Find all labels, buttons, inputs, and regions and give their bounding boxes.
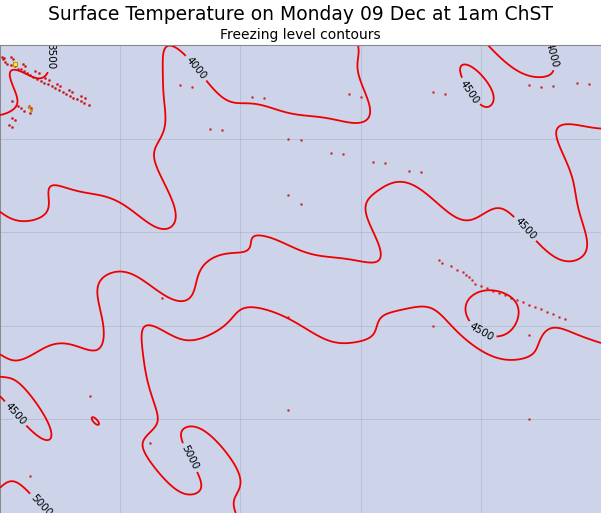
Text: 4500: 4500 [3,401,28,427]
Text: 3500: 3500 [45,43,55,70]
Text: 4500: 4500 [458,78,481,106]
Text: 4500: 4500 [513,216,538,242]
Text: 4500: 4500 [468,321,495,343]
Text: Surface Temperature on Monday 09 Dec at 1am ChST: Surface Temperature on Monday 09 Dec at … [48,5,553,24]
Text: Freezing level contours: Freezing level contours [220,28,381,42]
Text: 5000: 5000 [180,444,200,471]
Text: 4000: 4000 [184,55,209,81]
Text: 4000: 4000 [543,41,560,68]
Text: 5000: 5000 [28,492,53,513]
